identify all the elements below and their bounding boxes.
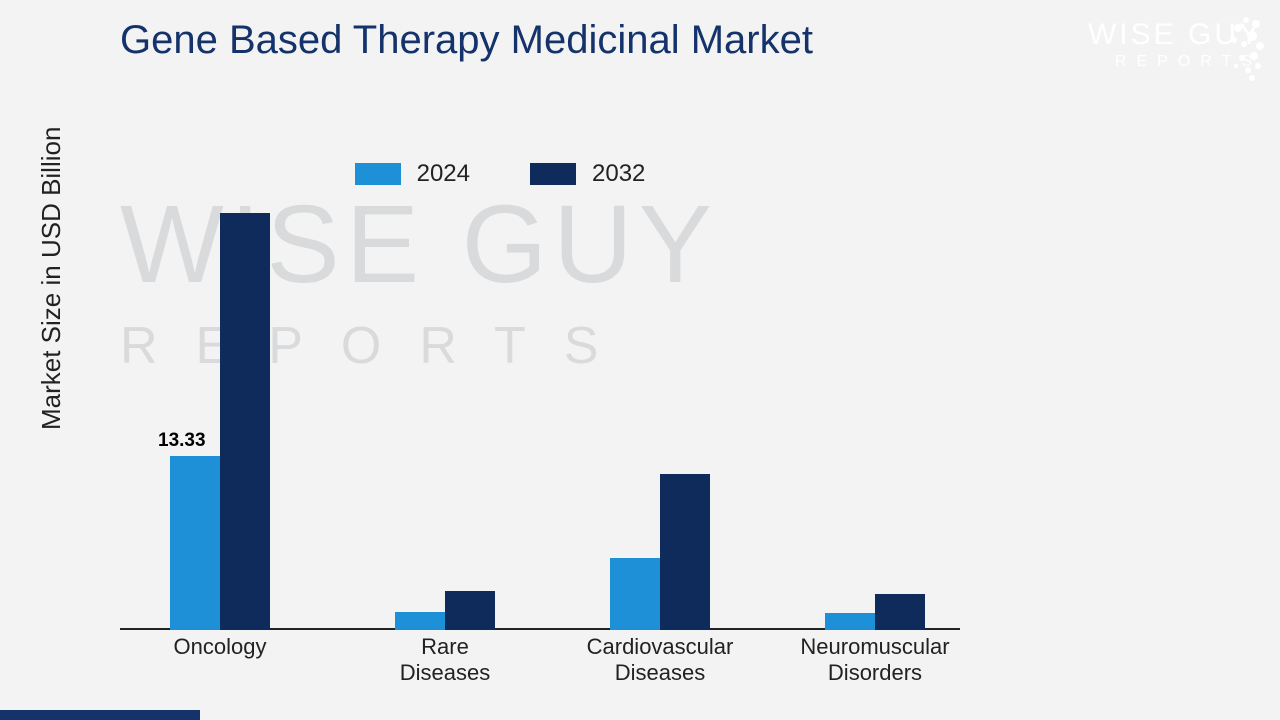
bar <box>170 456 220 630</box>
right-panel <box>960 0 1280 720</box>
logo-dots-icon <box>1208 16 1268 86</box>
accent-bar <box>0 710 200 720</box>
x-tick-label: CardiovascularDiseases <box>560 634 760 687</box>
brand-logo: WISE GUY REPORTS <box>1088 20 1262 70</box>
bar <box>445 591 495 630</box>
legend-swatch <box>355 163 401 185</box>
bar <box>220 213 270 630</box>
bar-value-label: 13.33 <box>158 430 206 452</box>
bar <box>825 613 875 630</box>
x-tick-label: Oncology <box>120 634 320 660</box>
legend-label: 2032 <box>592 160 645 188</box>
bar <box>395 612 445 630</box>
bar <box>875 594 925 630</box>
x-tick-label: RareDiseases <box>345 634 545 687</box>
bar <box>660 474 710 630</box>
legend-label: 2024 <box>417 160 470 188</box>
x-tick-label: NeuromuscularDisorders <box>775 634 975 687</box>
legend: 2024 2032 <box>0 160 1000 188</box>
bar-group <box>560 474 760 630</box>
legend-item: 2024 <box>355 160 470 188</box>
bar-group <box>775 594 975 630</box>
bar-group <box>345 591 545 630</box>
legend-item: 2032 <box>530 160 645 188</box>
plot-area: 13.33 <box>120 200 960 630</box>
chart-stage: WISE GUY REPORTS Gene Based Therapy Medi… <box>0 0 1280 720</box>
chart-title: Gene Based Therapy Medicinal Market <box>120 18 813 63</box>
bar <box>610 558 660 630</box>
legend-swatch <box>530 163 576 185</box>
bar-group <box>120 213 320 630</box>
y-axis-label: Market Size in USD Billion <box>36 127 67 430</box>
